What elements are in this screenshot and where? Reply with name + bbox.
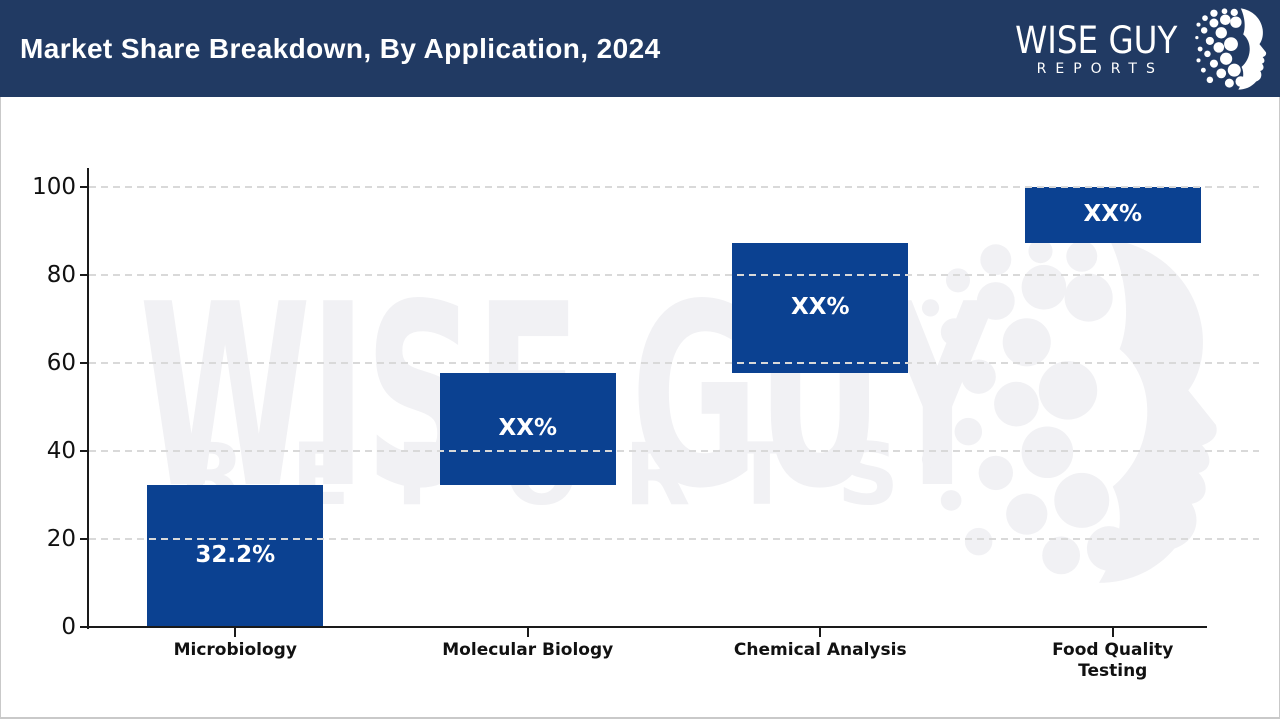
- y-tick-label: 100: [32, 174, 76, 200]
- x-tick: [234, 628, 237, 637]
- x-tick: [526, 628, 529, 637]
- y-tick: [80, 538, 88, 540]
- gridline: [89, 450, 1259, 452]
- y-tick-label: 20: [46, 526, 76, 552]
- chart-title: Market Share Breakdown, By Application, …: [20, 32, 661, 64]
- y-axis-line: [87, 168, 89, 629]
- x-category-label: Microbiology: [173, 640, 297, 660]
- x-axis-line: [84, 626, 1207, 628]
- y-tick: [80, 186, 88, 188]
- logo-subtitle: REPORTS: [1036, 60, 1164, 77]
- x-category-label: Chemical Analysis: [733, 640, 907, 660]
- waterfall-bar: [147, 485, 324, 627]
- header-bar: Market Share Breakdown, By Application, …: [0, 0, 1280, 97]
- bar-value-label: 32.2%: [195, 542, 276, 569]
- y-tick: [80, 274, 88, 276]
- y-tick: [80, 450, 88, 452]
- bar-value-label: XX%: [790, 293, 850, 320]
- gridline: [89, 538, 1259, 540]
- chart-area: WISE GUY REPORTS 32.2%XX%XX%XX%020406080…: [0, 97, 1280, 719]
- bar-value-label: XX%: [498, 415, 557, 441]
- y-tick-label: 0: [61, 614, 76, 640]
- x-tick: [819, 628, 822, 637]
- wiseguy-logo: WISE GUY REPORTS: [1004, 5, 1270, 93]
- wiseguy-logo-text: WISE GUY REPORTS: [1004, 22, 1188, 76]
- y-tick: [80, 626, 88, 628]
- waterfall-bar: [439, 372, 616, 486]
- y-tick-label: 40: [46, 438, 76, 464]
- gridline: [89, 186, 1259, 188]
- x-category-label: Food Quality Testing: [1052, 640, 1174, 681]
- waterfall-bar: [732, 242, 909, 373]
- y-tick-label: 60: [46, 350, 76, 376]
- wiseguy-face-icon: [1195, 7, 1267, 90]
- y-tick-label: 80: [46, 262, 76, 288]
- gridline: [89, 362, 1259, 364]
- bar-value-label: XX%: [1083, 200, 1142, 227]
- waterfall-bar: [1024, 187, 1201, 243]
- y-tick: [80, 362, 88, 364]
- x-tick: [1111, 628, 1114, 637]
- gridline: [89, 274, 1259, 276]
- x-category-label: Molecular Biology: [442, 640, 614, 660]
- logo-wordmark: WISE GUY: [1014, 18, 1177, 62]
